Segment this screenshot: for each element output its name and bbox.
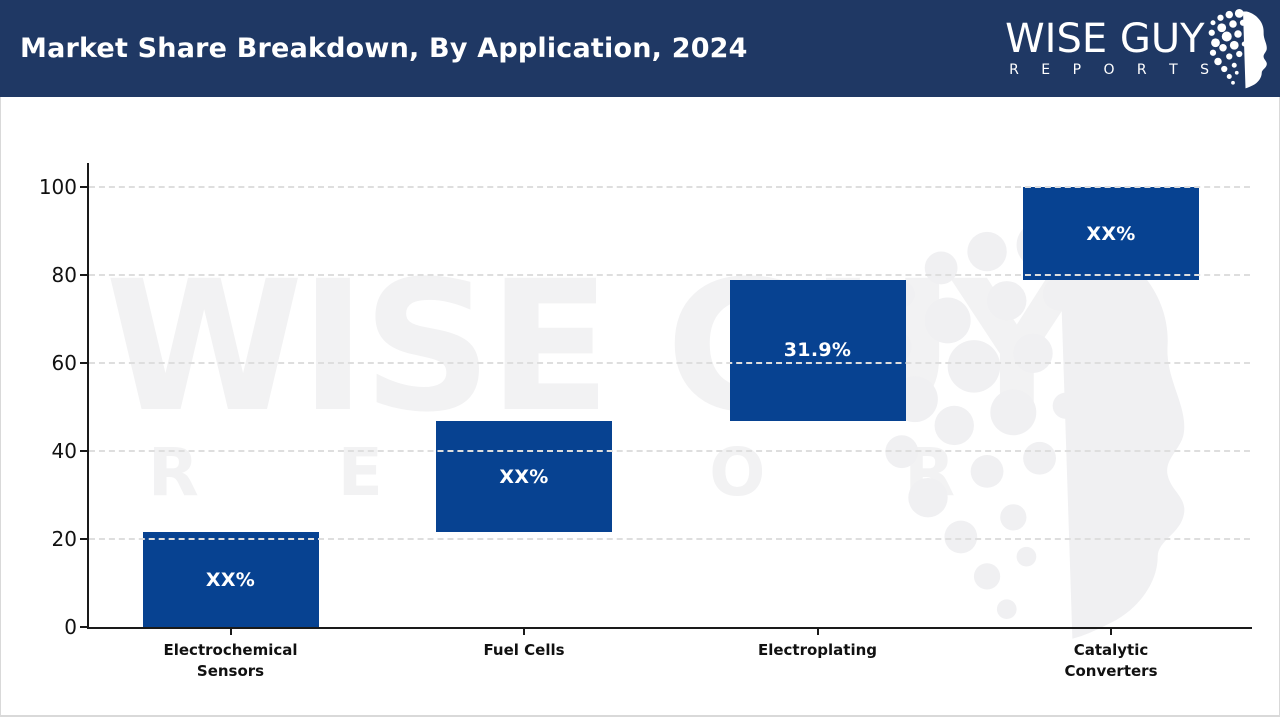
- x-category-label: Fuel Cells: [483, 641, 565, 659]
- x-category-label: Electroplating: [757, 641, 878, 659]
- bar-segment: XX%: [1023, 187, 1199, 281]
- gridline: [89, 186, 1250, 188]
- x-category-label: Catalytic Converters: [1064, 641, 1158, 680]
- bar-segment: XX%: [436, 420, 612, 533]
- page-title: Market Share Breakdown, By Application, …: [20, 33, 748, 64]
- x-axis-tick: [229, 629, 232, 635]
- logo-text: WISE GUY R E P O R T S: [1005, 19, 1218, 78]
- y-axis-line: [87, 163, 89, 629]
- bar-value-label: 31.9%: [783, 339, 852, 362]
- x-axis-tick: [523, 629, 525, 635]
- y-axis-tick-label: 80: [51, 263, 77, 287]
- y-axis-tick-label: 0: [64, 615, 77, 639]
- gridline: [89, 450, 1250, 452]
- gridline: [89, 362, 1250, 364]
- gridline: [89, 538, 1250, 540]
- logo-subtitle: R E P O R T S: [1009, 62, 1218, 78]
- y-axis-tick: [80, 450, 87, 452]
- logo-wordmark: WISE GUY: [1005, 16, 1205, 62]
- y-axis-tick-label: 20: [51, 527, 77, 551]
- header-bar: Market Share Breakdown, By Application, …: [0, 0, 1280, 97]
- gridline: [89, 274, 1250, 276]
- x-category-label: Electrochemical Sensors: [163, 641, 298, 680]
- y-axis-tick: [80, 274, 87, 276]
- x-axis-tick: [1110, 629, 1112, 635]
- wise-guy-face-logo-icon: [1208, 8, 1267, 88]
- x-axis-tick: [816, 629, 819, 635]
- bar-segment: XX%: [142, 532, 319, 627]
- y-axis-tick-label: 40: [51, 439, 77, 463]
- y-axis-tick-label: 100: [38, 175, 77, 199]
- y-axis-tick: [80, 362, 87, 364]
- x-axis-line: [87, 627, 1252, 629]
- y-axis-tick-label: 60: [51, 351, 77, 375]
- wise-guy-logo: WISE GUY R E P O R T S: [1005, 6, 1270, 91]
- bar-value-label: XX%: [499, 465, 549, 488]
- y-axis-tick: [80, 538, 87, 540]
- bar-value-label: XX%: [205, 568, 256, 591]
- bar-segment: 31.9%: [729, 280, 906, 421]
- y-axis-tick: [80, 186, 87, 188]
- y-axis-tick: [80, 626, 87, 628]
- bar-value-label: XX%: [1086, 222, 1136, 245]
